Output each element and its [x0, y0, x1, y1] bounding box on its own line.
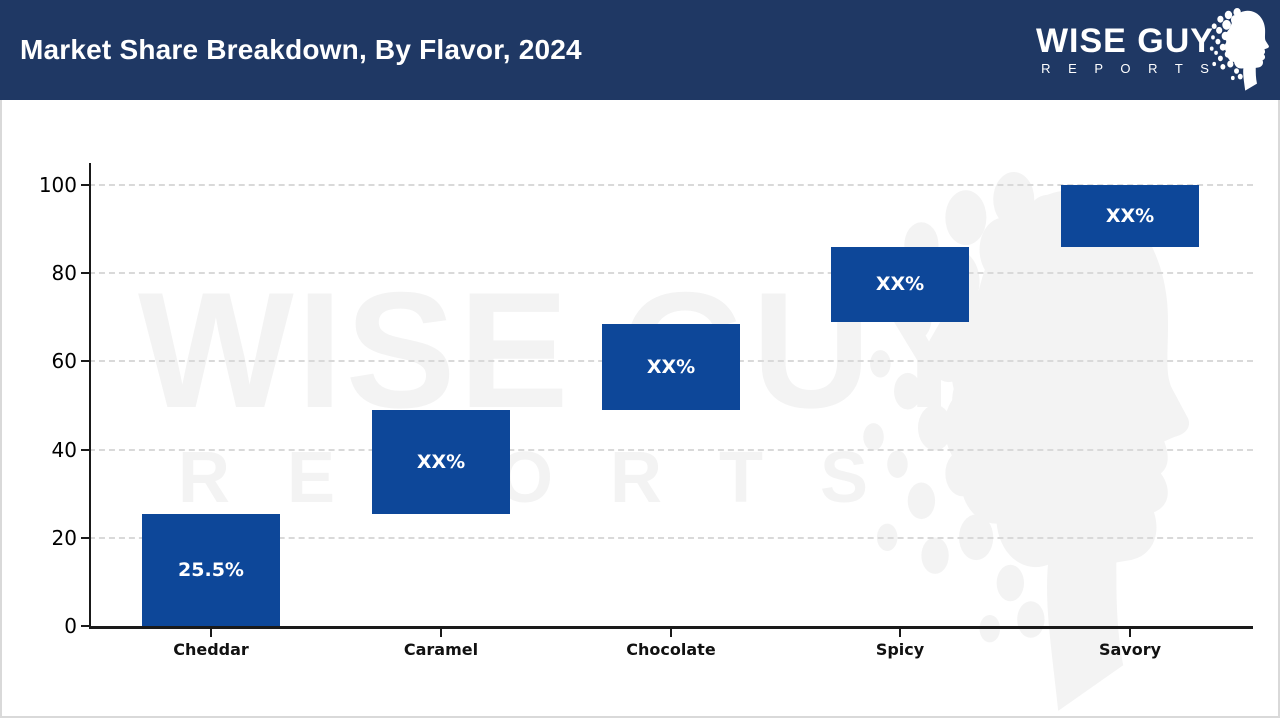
y-tick-mark	[81, 625, 89, 627]
wiseguy-logo-text: WISE GUY R E P O R T S	[1036, 24, 1214, 76]
y-tick-mark	[81, 184, 89, 186]
bar-chocolate: XX%	[602, 323, 740, 410]
gridline-40	[89, 448, 1253, 451]
y-tick-label: 80	[51, 261, 77, 286]
gridline-80	[89, 272, 1253, 275]
x-axis-label-caramel: Caramel	[403, 640, 479, 659]
x-tick-mark	[670, 629, 672, 637]
x-axis-line	[89, 626, 1253, 629]
bar-value-label: XX%	[646, 355, 696, 378]
x-axis-label-chocolate: Chocolate	[626, 640, 716, 659]
y-tick-label: 40	[51, 437, 77, 462]
y-tick-label: 100	[38, 173, 77, 197]
bar-value-label: XX%	[416, 450, 466, 473]
y-tick-label: 60	[51, 349, 77, 374]
y-tick-label: 20	[51, 525, 77, 550]
gridline-20	[89, 536, 1253, 539]
head-dots-icon	[1209, 8, 1269, 91]
bar-spicy: XX%	[831, 246, 969, 322]
x-tick-mark	[1129, 629, 1131, 637]
y-axis-line	[89, 162, 91, 629]
bar-value-label: XX%	[875, 273, 925, 296]
x-tick-mark	[440, 629, 442, 637]
bar-value-label: XX%	[1105, 204, 1155, 227]
x-axis-label-cheddar: Cheddar	[173, 640, 249, 659]
page-title: Market Share Breakdown, By Flavor, 2024	[20, 34, 582, 65]
bar-cheddar: 25.5%	[142, 513, 280, 626]
header-bar: Market Share Breakdown, By Flavor, 2024 …	[0, 0, 1280, 100]
bar-savory: XX%	[1061, 185, 1199, 247]
y-tick-mark	[81, 448, 89, 451]
y-tick-mark	[81, 360, 89, 363]
x-axis-label-savory: Savory	[1098, 640, 1162, 659]
wiseguy-logo: WISE GUY R E P O R T S	[1036, 6, 1270, 94]
gridline-100	[89, 184, 1253, 186]
bar-value-label: 25.5%	[178, 558, 244, 581]
y-tick-label: 0	[64, 614, 77, 638]
y-tick-mark	[81, 272, 89, 275]
y-tick-mark	[81, 536, 89, 539]
x-tick-mark	[210, 629, 212, 637]
logo-subtext: R E P O R T S	[1041, 61, 1216, 76]
logo-wordmark: WISE GUY	[1035, 22, 1214, 60]
x-tick-mark	[899, 629, 901, 637]
x-axis-label-spicy: Spicy	[875, 640, 925, 659]
bar-caramel: XX%	[372, 409, 510, 514]
